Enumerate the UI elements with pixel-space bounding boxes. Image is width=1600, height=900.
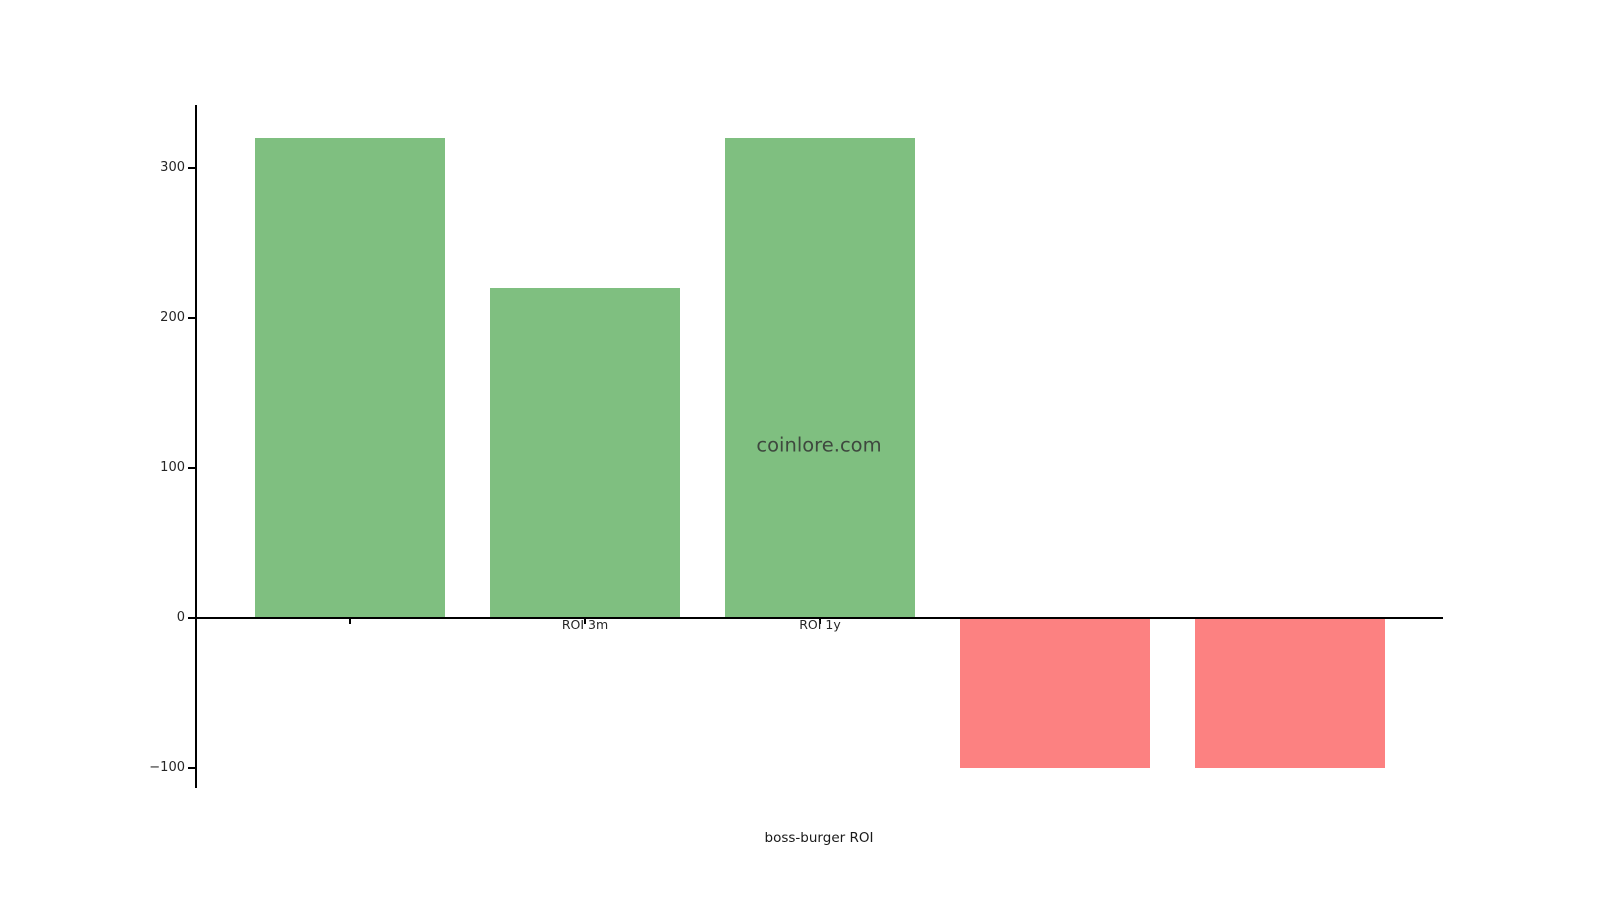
x-tick-label: ROI 1y xyxy=(799,617,841,632)
x-tick-label: ROI 3m xyxy=(561,617,609,632)
x-axis-zero-line xyxy=(195,617,1443,619)
y-tick-mark xyxy=(188,617,195,619)
y-tick-mark xyxy=(188,317,195,319)
x-tick-mark xyxy=(584,618,586,624)
chart-bar-roi-3m xyxy=(490,288,680,618)
watermark: coinlore.com xyxy=(756,433,882,457)
chart-bar-unlabeled-3 xyxy=(960,618,1150,768)
chart-bar-unlabeled-0 xyxy=(255,138,445,618)
y-tick-label: 300 xyxy=(160,160,185,175)
chart-bar-roi-1y xyxy=(725,138,915,618)
y-tick-label: 0 xyxy=(176,610,185,625)
y-tick-mark xyxy=(188,767,195,769)
y-tick-mark xyxy=(188,167,195,169)
chart-bar-unlabeled-4 xyxy=(1195,618,1385,768)
y-tick-label: −100 xyxy=(149,760,185,775)
y-tick-mark xyxy=(188,467,195,469)
y-axis-spine xyxy=(195,105,197,788)
x-tick-mark xyxy=(819,618,821,624)
x-tick-mark xyxy=(349,618,351,624)
y-tick-label: 100 xyxy=(160,460,185,475)
chart-xlabel: boss-burger ROI xyxy=(764,830,874,846)
y-tick-label: 200 xyxy=(160,310,185,325)
